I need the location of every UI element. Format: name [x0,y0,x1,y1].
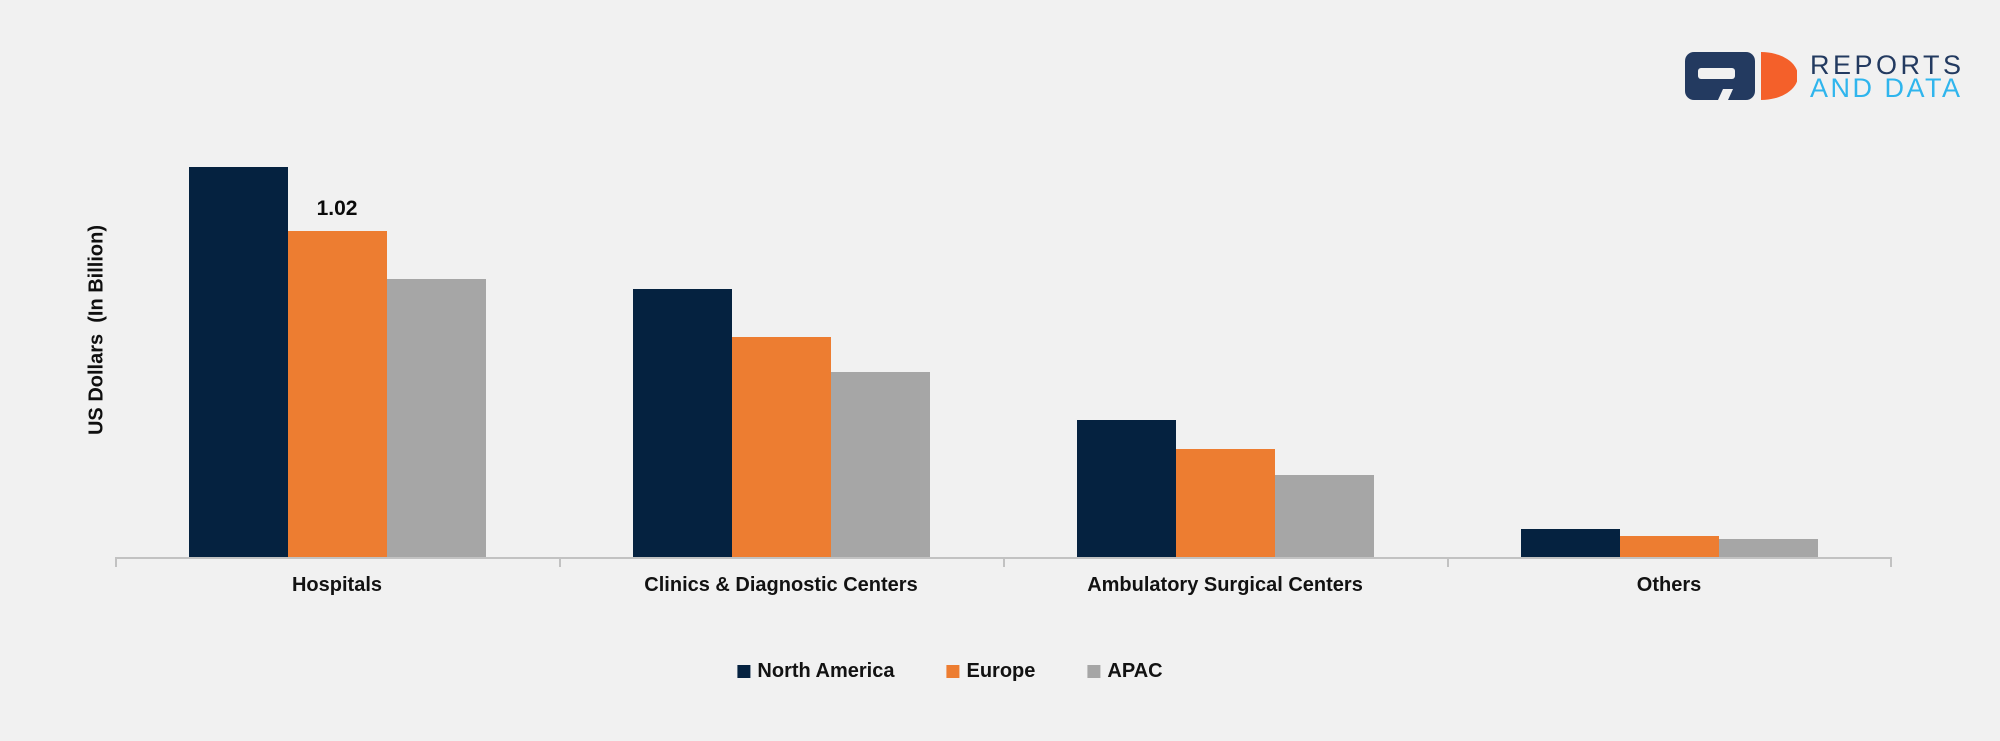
legend-item-north-america: North America [737,660,894,683]
axis-tick [1890,557,1892,567]
bar-apac-clinics-diagnostic-centers [830,372,930,558]
bar-europe-others [1619,536,1719,558]
legend-item-europe: Europe [946,660,1035,683]
rd-logo-mark-icon [1685,52,1797,100]
logo-text: REPORTS AND DATA [1810,49,1965,103]
category-label-clinics-diagnostic-centers: Clinics & Diagnostic Centers [644,574,918,596]
legend-item-apac: APAC [1087,660,1163,683]
logo-d-shape [1761,52,1797,100]
bar-north-america-others [1520,529,1620,558]
bar-north-america-hospitals [188,167,288,558]
category-label-hospitals: Hospitals [291,574,383,596]
axis-tick [115,557,117,567]
y-axis-title: US Dollars (In Billion) [85,224,108,436]
bar-north-america-ambulatory-surgical-centers [1076,420,1176,558]
logo-r-leg-gap [1718,89,1733,100]
category-axis-labels: Hospitals Clinics & Diagnostic Centers Amb… [115,574,1891,597]
bar-europe-clinics-diagnostic-centers [731,337,831,558]
legend-label-europe: Europe [966,660,1036,682]
logo-r-counter [1698,68,1735,79]
legend: North America Europe APAC [737,660,1163,683]
data-label-europe-hospitals: 1.02 [316,197,358,220]
category-group-hospitals: 1.02 [115,0,559,558]
category-label-others: Others [1636,574,1702,596]
category-group-others [1447,0,1891,558]
bar-apac-others [1718,539,1818,558]
axis-tick [1447,557,1449,567]
category-label-ambulatory-surgical-centers: Ambulatory Surgical Centers [1087,574,1363,596]
category-group-ambulatory-surgical-centers [1003,0,1447,558]
bar-north-america-clinics-diagnostic-centers [632,289,732,558]
legend-swatch-north-america-icon [737,665,751,678]
logo-text-reports: REPORTS [1810,49,1965,80]
bar-europe-ambulatory-surgical-centers [1175,449,1275,558]
reports-and-data-logo: REPORTS AND DATA [1685,49,1965,103]
legend-swatch-europe-icon [946,665,960,678]
plot-area: 1.02 [115,0,1892,567]
bar-apac-hospitals [386,279,486,558]
axis-tick [559,557,561,567]
bar-apac-ambulatory-surgical-centers [1274,475,1374,558]
axis-tick [1003,557,1005,567]
category-group-clinics-diagnostic-centers [559,0,1003,558]
legend-label-apac: APAC [1107,660,1163,682]
bar-groups: 1.02 [115,0,1891,558]
bar-europe-hospitals: 1.02 [287,197,387,558]
legend-swatch-apac-icon [1087,665,1101,678]
legend-label-north-america: North America [757,660,895,682]
logo-text-and-data: AND DATA [1810,72,1963,103]
